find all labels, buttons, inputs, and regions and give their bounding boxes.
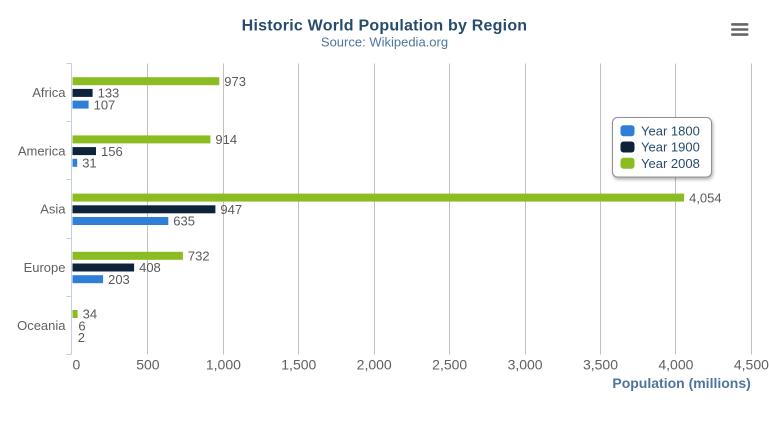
svg-text:4,500: 4,500	[734, 357, 769, 373]
svg-text:500: 500	[136, 357, 160, 373]
svg-text:2,500: 2,500	[432, 357, 467, 373]
svg-text:6: 6	[78, 318, 85, 333]
svg-text:107: 107	[94, 97, 116, 112]
svg-text:1,500: 1,500	[281, 357, 316, 373]
svg-text:732: 732	[188, 249, 210, 264]
svg-text:Year 2008: Year 2008	[641, 156, 700, 171]
svg-text:Europe: Europe	[24, 260, 66, 275]
svg-text:34: 34	[83, 307, 97, 322]
svg-text:635: 635	[173, 214, 195, 229]
svg-text:Historic World Population by R: Historic World Population by Region	[242, 18, 528, 35]
svg-text:2,000: 2,000	[357, 357, 392, 373]
svg-text:America: America	[18, 143, 66, 158]
svg-text:Oceania: Oceania	[17, 318, 66, 333]
svg-text:Asia: Asia	[40, 202, 66, 217]
svg-text:133: 133	[98, 86, 120, 101]
svg-text:2: 2	[78, 330, 85, 345]
svg-text:4,000: 4,000	[658, 357, 693, 373]
svg-text:0: 0	[73, 357, 81, 373]
svg-text:947: 947	[220, 202, 242, 217]
svg-text:Africa: Africa	[32, 85, 66, 100]
svg-text:Year 1900: Year 1900	[641, 140, 700, 155]
svg-text:3,000: 3,000	[508, 357, 543, 373]
svg-text:973: 973	[224, 74, 246, 89]
svg-text:408: 408	[139, 260, 161, 275]
svg-text:203: 203	[108, 272, 130, 287]
svg-text:Source: Wikipedia.org: Source: Wikipedia.org	[321, 34, 448, 49]
svg-text:Year 1800: Year 1800	[641, 123, 700, 138]
svg-text:156: 156	[101, 144, 123, 159]
svg-text:1,000: 1,000	[206, 357, 241, 373]
svg-text:Population (millions): Population (millions)	[612, 375, 750, 391]
svg-text:914: 914	[215, 132, 237, 147]
svg-text:3,500: 3,500	[583, 357, 618, 373]
svg-text:31: 31	[82, 156, 96, 171]
svg-text:4,054: 4,054	[689, 190, 722, 205]
